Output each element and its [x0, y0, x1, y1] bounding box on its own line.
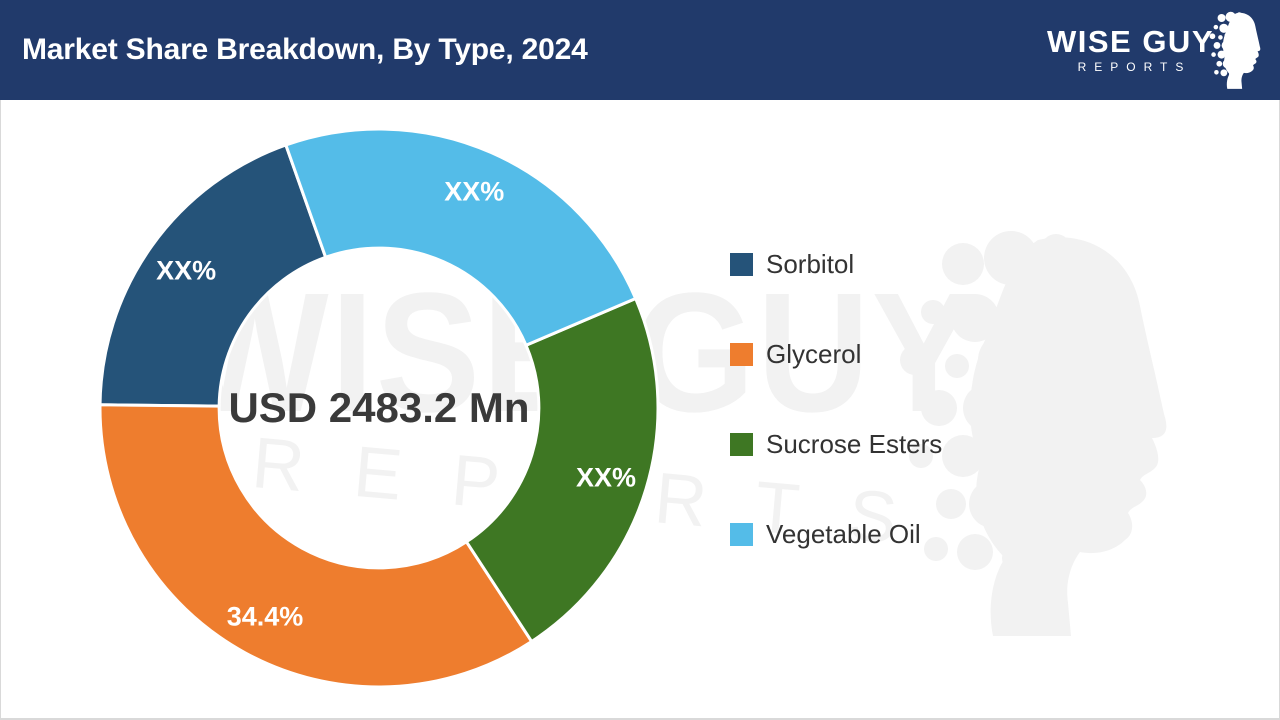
header: Market Share Breakdown, By Type, 2024 WI… — [0, 0, 1280, 100]
slice-percent-label: XX% — [156, 255, 216, 285]
logo-text: WISE GUY REPORTS — [1047, 25, 1214, 75]
legend-swatch — [730, 342, 753, 366]
logo-wordmark: WISE GUY — [1046, 24, 1214, 59]
logo-subtitle: REPORTS — [1077, 60, 1192, 74]
legend-item-sucrose-esters: Sucrose Esters — [730, 429, 943, 459]
watermark-face-icon — [900, 231, 1167, 636]
legend-label: Sorbitol — [766, 249, 855, 279]
legend-label: Sucrose Esters — [766, 429, 943, 459]
legend: Sorbitol Glycerol Sucrose Esters Vegetable … — [730, 249, 943, 612]
slice-percent-label: 34.4% — [227, 601, 304, 631]
legend-swatch — [730, 522, 753, 546]
donut-slice-sorbitol — [98, 143, 328, 408]
donut-chart: XX% 34.4% XX% XX% — [98, 127, 660, 689]
wise-guy-logo: WISE GUY REPORTS — [1047, 10, 1262, 90]
donut-slice-glycerol — [98, 403, 534, 689]
logo-face-icon — [1209, 11, 1261, 89]
legend-swatch — [730, 432, 753, 456]
chart-canvas: WISE GUY REPORTS XX%34.4%XX%XX% USD 2483… — [0, 100, 1280, 720]
slice-percent-label: XX% — [444, 176, 504, 206]
page-title: Market Share Breakdown, By Type, 2024 — [22, 33, 588, 66]
slice-percent-label: XX% — [576, 462, 636, 492]
legend-item-vegetable-oil: Vegetable Oil — [730, 519, 942, 549]
legend-label: Glycerol — [766, 339, 862, 369]
legend-label: Vegetable Oil — [766, 519, 921, 549]
legend-item-sorbitol: Sorbitol — [730, 249, 942, 279]
center-value: USD 2483.2 Mn — [228, 384, 530, 431]
donut-slice-sucrose-esters — [464, 296, 660, 644]
donut-slice-vegetable-oil — [283, 127, 638, 348]
legend-swatch — [730, 252, 753, 276]
legend-item-glycerol: Glycerol — [730, 339, 942, 369]
